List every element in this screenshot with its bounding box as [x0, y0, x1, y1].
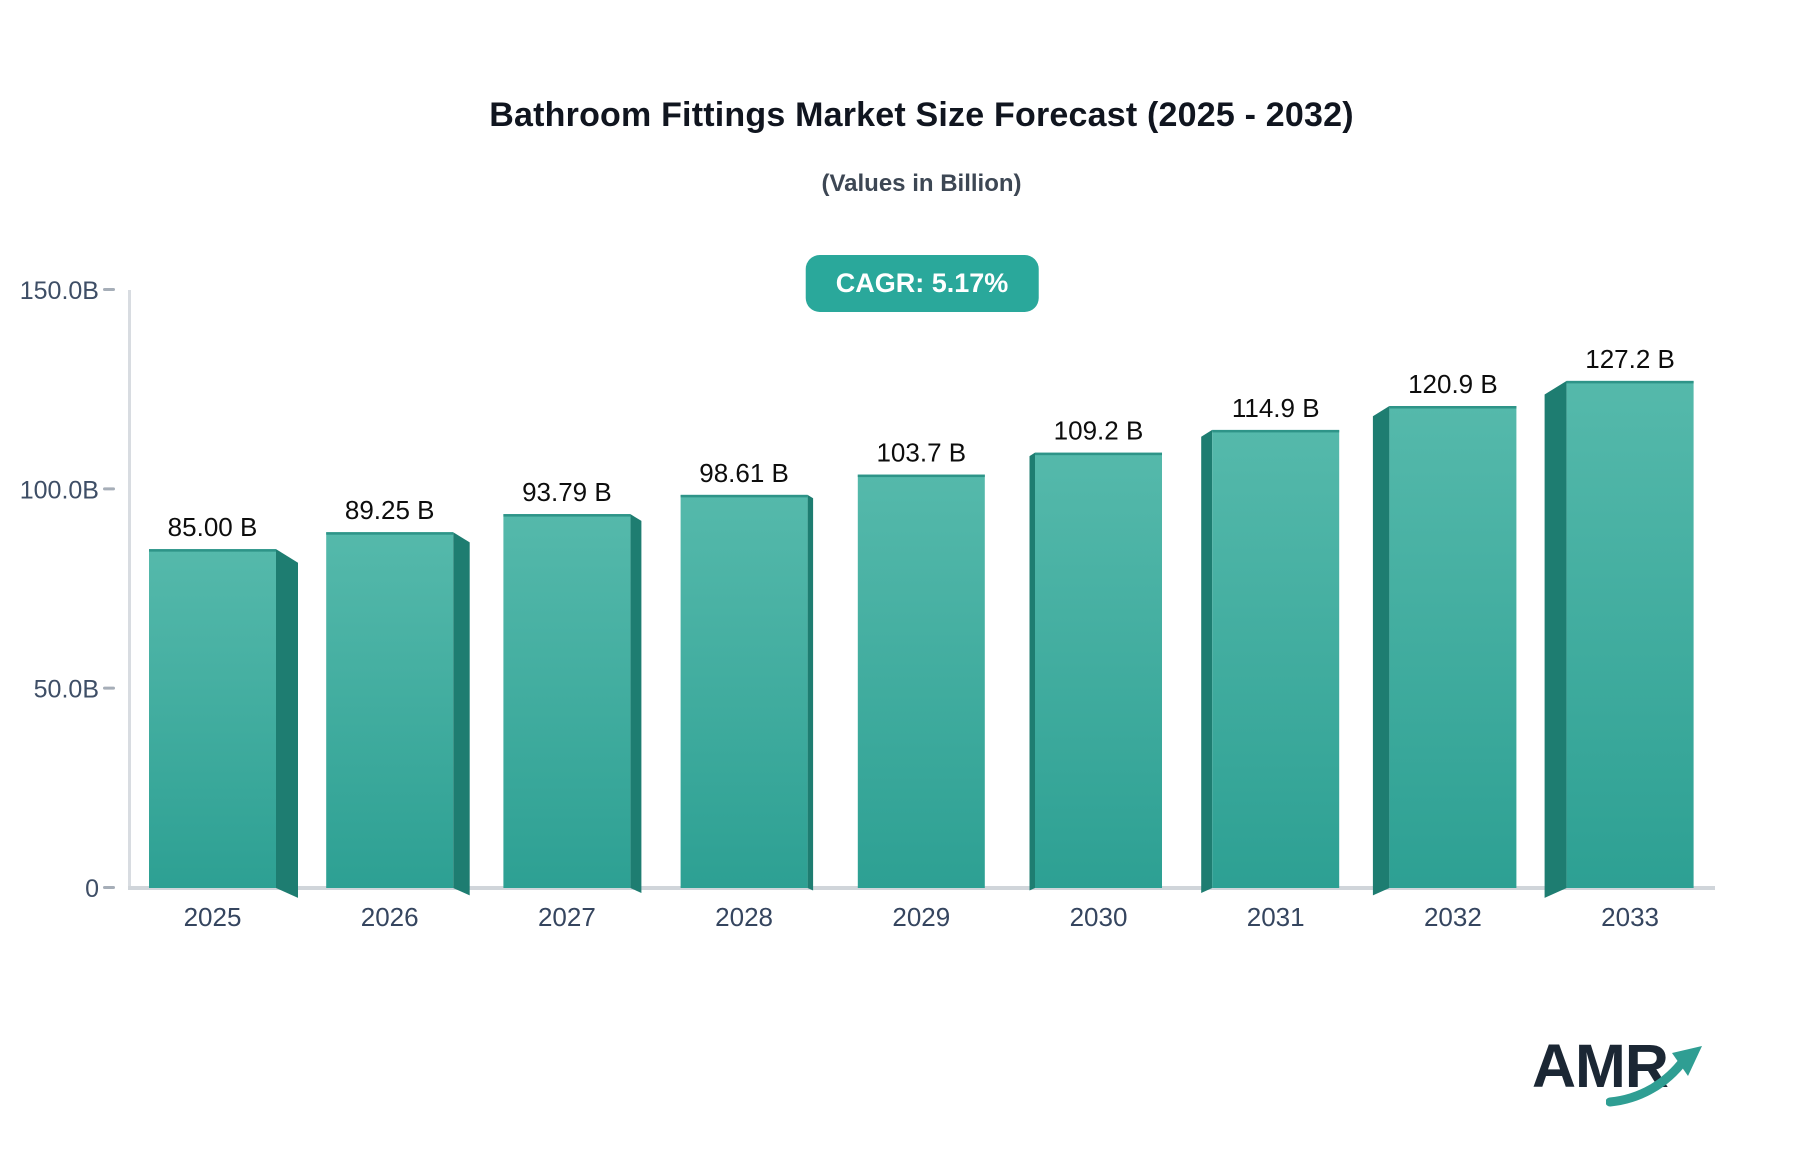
- bar-side-face: [453, 532, 470, 896]
- x-tick-label: 2025: [184, 902, 242, 932]
- bar-value-label: 127.2 B: [1585, 344, 1675, 374]
- bar-side-face: [1372, 406, 1390, 896]
- x-tick-label: 2032: [1424, 902, 1482, 932]
- y-tick-label: 100.0B: [20, 476, 99, 504]
- bar-top-edge: [149, 549, 276, 552]
- bar-top-edge: [1212, 429, 1340, 433]
- x-tick-label: 2030: [1070, 902, 1128, 932]
- bars: [149, 380, 1694, 898]
- bar-top-edge: [503, 514, 631, 517]
- bar: [503, 514, 631, 888]
- bar-side-face: [1201, 429, 1213, 893]
- bar-top-edge: [1035, 452, 1162, 456]
- labels: 0 50.0B 100.0B 150.0B 85.00 B 2025 89.25 B 2026…: [20, 277, 1675, 932]
- x-tick-label: 2029: [892, 902, 950, 932]
- chart-title: Bathroom Fittings Market Size Forecast (…: [489, 96, 1354, 134]
- bar-top-edge: [857, 474, 985, 478]
- y-tick-mark: [103, 686, 115, 690]
- y-tick-mark: [103, 288, 115, 291]
- amr-logo: AMR: [1532, 1030, 1732, 1114]
- bar-side-face: [807, 494, 814, 891]
- y-tick-mark: [103, 886, 115, 889]
- bar-value-label: 89.25 B: [345, 495, 435, 525]
- bar-value-label: 109.2 B: [1054, 416, 1144, 446]
- x-tick-label: 2027: [538, 902, 596, 932]
- bar: [857, 474, 985, 888]
- y-axis-line: [128, 290, 131, 889]
- y-tick-label: 50.0B: [34, 676, 99, 704]
- bar-top-edge: [326, 532, 454, 535]
- bar-top-edge: [680, 494, 808, 498]
- bar-value-label: 103.7 B: [876, 438, 966, 468]
- bar: [1566, 380, 1694, 888]
- bar-value-label: 85.00 B: [168, 512, 258, 542]
- bar-side-face: [1544, 380, 1567, 898]
- bar-top-edge: [1389, 406, 1517, 409]
- x-tick-label: 2031: [1247, 902, 1305, 932]
- y-tick-label: 0: [85, 875, 99, 903]
- x-tick-label: 2028: [715, 902, 773, 932]
- bar: [1212, 429, 1340, 888]
- bar-value-label: 98.61 B: [699, 458, 789, 488]
- bar: [680, 494, 808, 888]
- x-tick-label: 2026: [361, 902, 419, 932]
- growth-arrow-icon: [1606, 1046, 1702, 1107]
- bar: [326, 532, 454, 888]
- bar: [149, 549, 276, 888]
- y-tick-mark: [103, 487, 115, 491]
- bar-value-label: 120.9 B: [1408, 369, 1498, 399]
- bar-side-face: [630, 514, 642, 893]
- bar: [1035, 452, 1162, 888]
- bar-value-label: 114.9 B: [1232, 393, 1320, 423]
- cagr-badge: CAGR: 5.17%: [805, 255, 1039, 312]
- bar-side-face: [1029, 452, 1035, 891]
- bar: [1389, 406, 1517, 888]
- y-tick-label: 150.0B: [20, 277, 99, 305]
- chart-subtitle: (Values in Billion): [821, 170, 1022, 197]
- bar-value-label: 93.79 B: [522, 477, 612, 507]
- x-tick-label: 2033: [1601, 902, 1659, 932]
- bar-top-edge: [1566, 380, 1694, 384]
- bar-side-face: [276, 549, 298, 898]
